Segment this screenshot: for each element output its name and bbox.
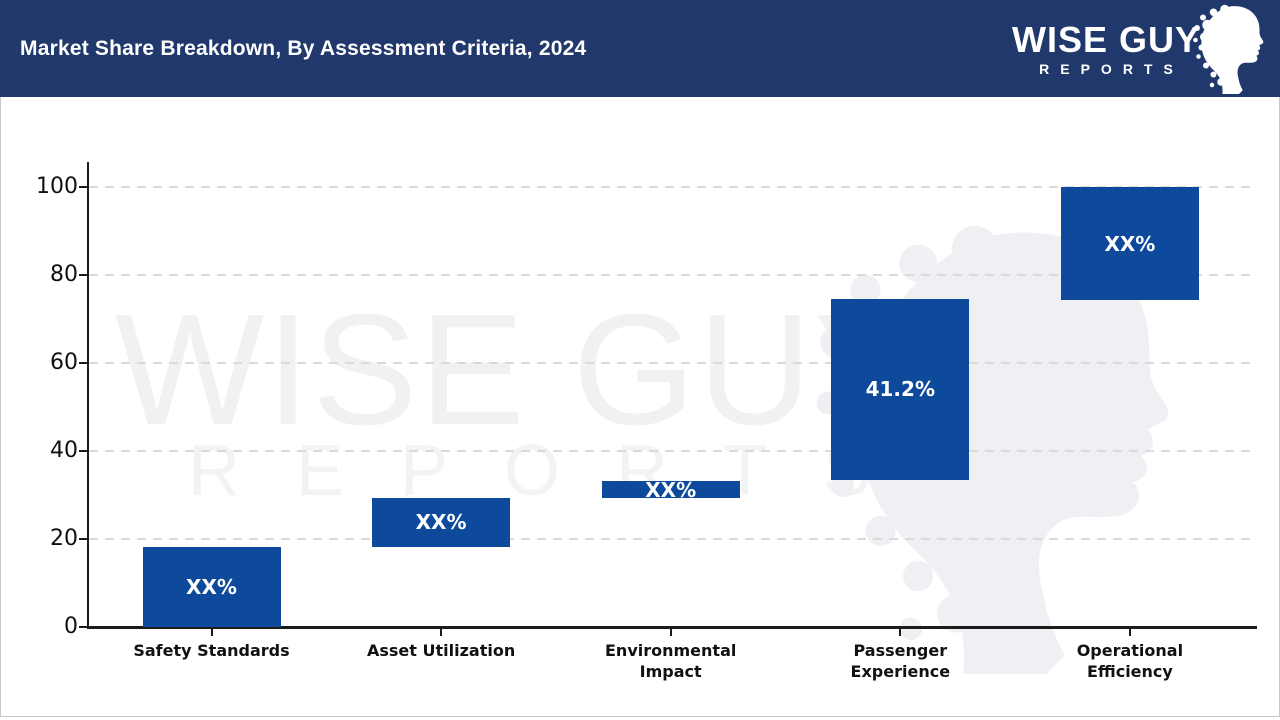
y-axis-line [87, 162, 89, 629]
x-axis-label: Operational Efficiency [1015, 640, 1245, 682]
y-axis-tick-label: 20 [50, 526, 78, 551]
x-axis-tick [210, 629, 213, 636]
y-axis-tick [79, 362, 87, 364]
watermark-wordmark: WISE GUY [115, 282, 922, 458]
watermark-subtitle: REPORTS [188, 431, 927, 511]
x-axis-tick [440, 629, 443, 636]
x-axis-tick [899, 629, 902, 636]
x-axis-label-line: Asset Utilization [366, 641, 516, 660]
page-title: Market Share Breakdown, By Assessment Cr… [20, 36, 587, 60]
x-axis-label-line: Passenger [853, 641, 948, 660]
wiseguy-logo: WISE GUY REPORTS [1012, 3, 1266, 95]
bar-value-label: XX% [186, 574, 237, 599]
x-axis-label-line: Operational [1076, 641, 1184, 660]
y-axis-tick [79, 450, 87, 452]
gridline-y20 [89, 538, 1256, 540]
bar-passenger-experience: 41.2% [831, 298, 970, 481]
gridline-y80 [89, 274, 1256, 276]
bar-asset-utilization: XX% [372, 498, 511, 547]
logo-wordmark: WISE GUY [1011, 19, 1200, 60]
logo-subtitle: REPORTS [1039, 61, 1184, 77]
y-axis-tick-label: 0 [64, 614, 78, 639]
bar-environmental-impact: XX% [601, 478, 740, 502]
logo-head-icon [1193, 4, 1264, 94]
y-axis-tick [79, 538, 87, 540]
y-axis-tick-label: 100 [36, 174, 78, 199]
x-axis-tick [1128, 629, 1131, 636]
x-axis-label-line: Experience [850, 662, 951, 681]
bar-value-label: XX% [645, 477, 697, 502]
x-axis-label-line: Safety Standards [133, 641, 290, 660]
bar-value-label: 41.2% [865, 377, 935, 402]
bar-value-label: XX% [1104, 231, 1156, 256]
x-axis-label: Environmental Impact [556, 640, 786, 682]
y-axis-tick [79, 626, 87, 628]
y-axis-tick-label: 60 [50, 350, 78, 375]
x-axis-label: Asset Utilization [326, 640, 556, 661]
y-axis-tick-label: 80 [50, 262, 78, 287]
x-axis-line [87, 626, 1257, 629]
bar-safety-standards: XX% [142, 546, 281, 627]
y-axis-tick [79, 186, 87, 188]
x-axis-label-line: Environmental [605, 641, 737, 660]
x-axis-label-line: Efficiency [1086, 662, 1173, 681]
x-axis-label: Safety Standards [97, 640, 327, 661]
x-axis-label: Passenger Experience [785, 640, 1015, 682]
y-axis-tick-label: 40 [50, 438, 78, 463]
bar-value-label: XX% [415, 510, 467, 535]
bar-operational-efficiency: XX% [1060, 187, 1199, 301]
x-axis-tick [669, 629, 672, 636]
x-axis-label-line: Impact [639, 662, 702, 681]
gridline-y60 [89, 362, 1256, 364]
header-bar: Market Share Breakdown, By Assessment Cr… [0, 0, 1280, 97]
y-axis-tick [79, 274, 87, 276]
gridline-y100 [89, 186, 1256, 188]
logo-text: WISE GUY REPORTS [1011, 19, 1200, 78]
gridline-y40 [89, 450, 1256, 452]
